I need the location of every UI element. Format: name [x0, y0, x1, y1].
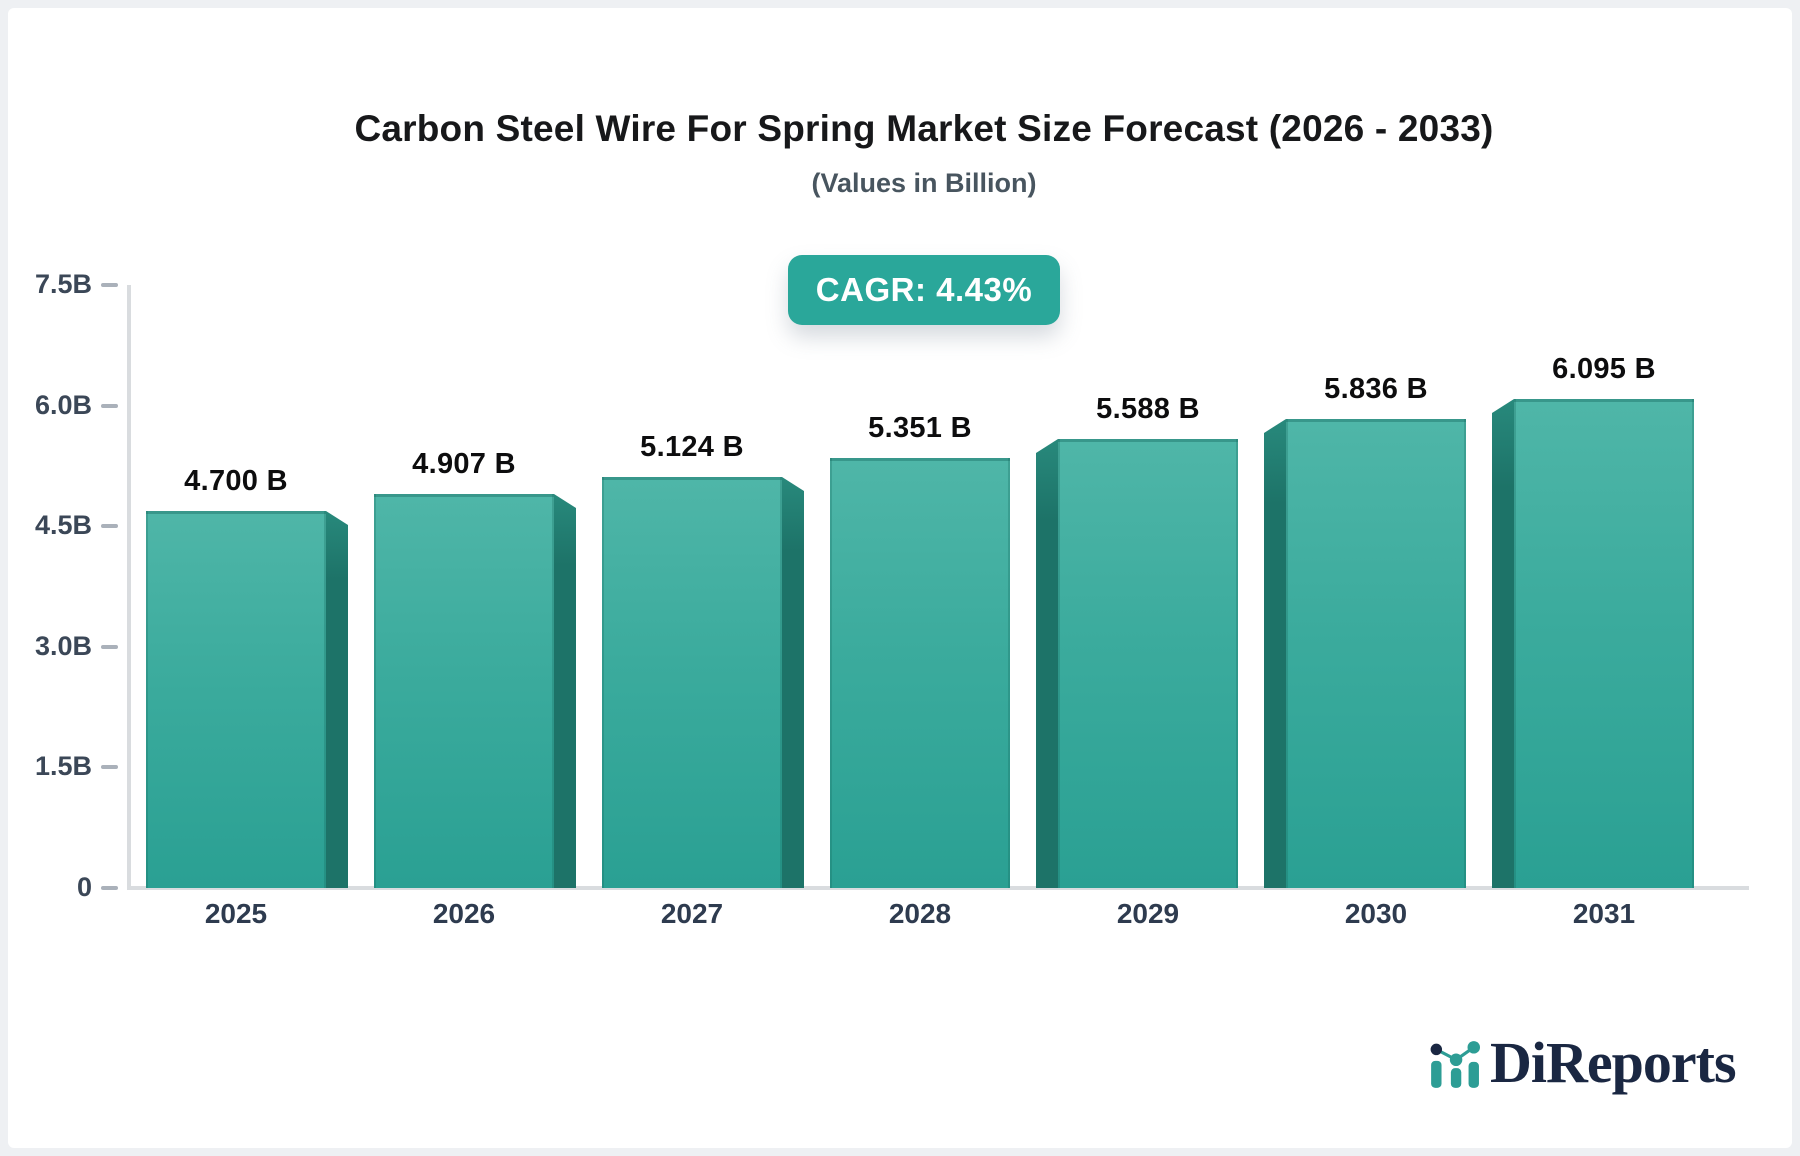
y-tick-label-4.5B: 4.5B — [34, 510, 92, 541]
bar-value-label-2031: 6.095 B — [1552, 353, 1656, 385]
x-tick-label-2030: 2030 — [1344, 898, 1408, 929]
bar-2028 — [830, 458, 1010, 888]
direports-logo: DiReports — [1424, 1028, 1737, 1098]
bar-2029 — [1058, 439, 1238, 888]
y-tick-label-0: 0 — [76, 872, 92, 902]
bar-side-2027 — [782, 477, 804, 888]
x-tick-label-2027: 2027 — [660, 898, 724, 929]
bar-2025 — [146, 511, 326, 888]
bar-value-label-2029: 5.588 B — [1096, 393, 1200, 425]
bar-value-label-2025: 4.700 B — [184, 465, 288, 497]
bar-side-2025 — [326, 511, 348, 888]
cagr-badge: CAGR: 4.43% — [788, 255, 1060, 325]
y-tick-mark — [101, 644, 118, 649]
bar-2030 — [1286, 419, 1466, 888]
x-tick-label-2025: 2025 — [204, 898, 268, 929]
bar-2031 — [1514, 399, 1694, 888]
y-tick-mark — [101, 403, 118, 408]
y-tick-mark — [101, 765, 118, 770]
y-tick-label-3.0B: 3.0B — [34, 630, 92, 661]
x-tick-label-2031: 2031 — [1572, 898, 1636, 929]
x-tick-label-2026: 2026 — [432, 898, 496, 929]
y-tick-mark — [101, 283, 118, 287]
chart-subtitle: (Values in Billion) — [811, 168, 1037, 198]
bar-side-2026 — [554, 494, 576, 888]
direports-logo-icon — [1430, 1041, 1480, 1088]
y-tick-mark — [101, 886, 118, 890]
bar-side-2030 — [1264, 419, 1286, 888]
bar-side-2029 — [1036, 439, 1058, 888]
y-tick-mark — [101, 524, 118, 529]
bar-value-label-2026: 4.907 B — [412, 448, 516, 480]
x-tick-label-2029: 2029 — [1116, 898, 1180, 929]
cagr-badge-label: CAGR: 4.43% — [815, 271, 1033, 308]
direports-logo-text: DiReports — [1490, 1030, 1737, 1095]
y-axis-line — [127, 285, 131, 888]
y-tick-label-7.5B: 7.5B — [34, 269, 92, 299]
bar-value-label-2030: 5.836 B — [1324, 373, 1428, 405]
bar-side-2031 — [1492, 399, 1514, 888]
bar-value-label-2028: 5.351 B — [868, 412, 972, 444]
chart-title: Carbon Steel Wire For Spring Market Size… — [354, 108, 1494, 149]
bar-value-label-2027: 5.124 B — [640, 431, 744, 463]
y-tick-label-6.0B: 6.0B — [34, 389, 92, 420]
y-tick-label-1.5B: 1.5B — [34, 751, 92, 782]
bar-2026 — [374, 494, 554, 888]
x-axis-baseline — [127, 886, 1749, 890]
x-tick-label-2028: 2028 — [888, 898, 952, 929]
bar-2027 — [602, 477, 782, 888]
